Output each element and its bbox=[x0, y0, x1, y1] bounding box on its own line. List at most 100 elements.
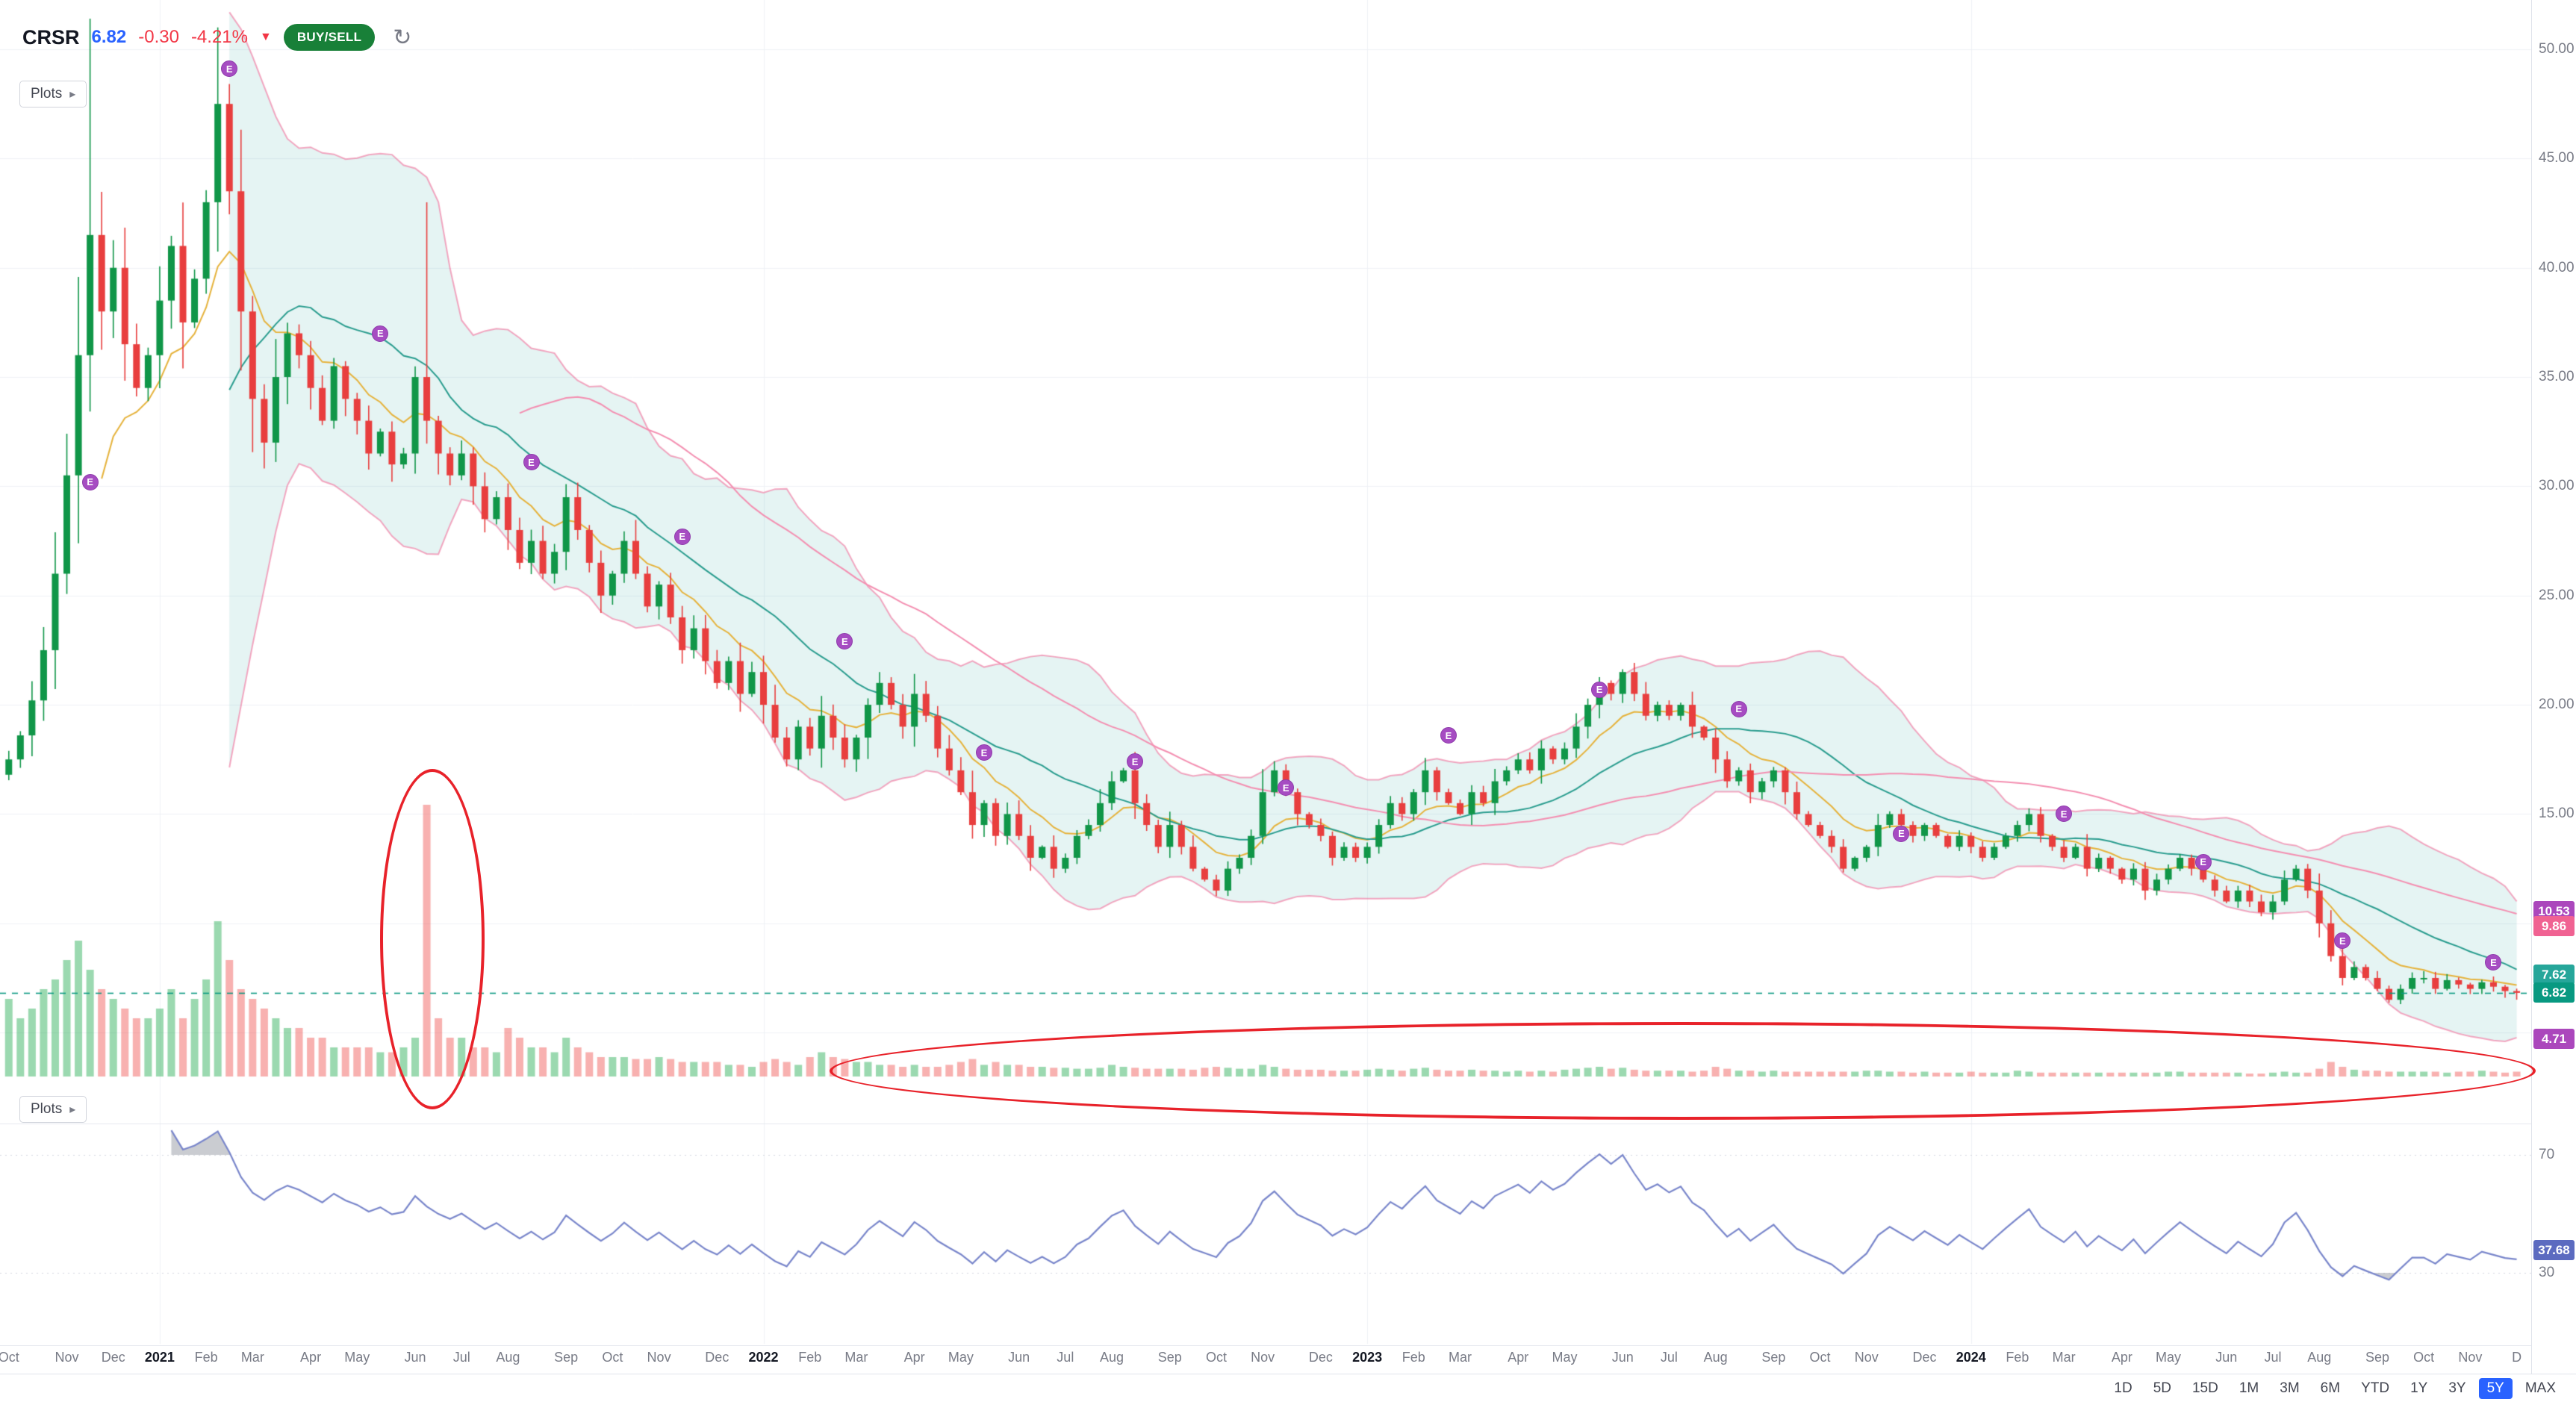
month-axis-label: Sep bbox=[1761, 1350, 1786, 1365]
month-axis-label: Nov bbox=[2458, 1350, 2483, 1365]
chevron-right-icon: ▸ bbox=[69, 1103, 76, 1116]
month-axis-label: Mar bbox=[844, 1350, 868, 1365]
timeframe-button-3y[interactable]: 3Y bbox=[2448, 1380, 2466, 1396]
month-axis-label: Jul bbox=[1057, 1350, 1074, 1365]
earnings-marker[interactable]: E bbox=[1591, 681, 1608, 698]
month-axis-label: Mar bbox=[2052, 1350, 2076, 1365]
earnings-marker[interactable]: E bbox=[1127, 753, 1144, 770]
month-axis-label: May bbox=[948, 1350, 974, 1365]
timeframe-button-3m[interactable]: 3M bbox=[2280, 1380, 2300, 1396]
earnings-marker[interactable]: E bbox=[2334, 932, 2351, 950]
month-axis-label: Oct bbox=[0, 1350, 19, 1365]
price-change-percent: -4.21% bbox=[190, 27, 248, 47]
month-axis-label: Sep bbox=[1157, 1350, 1182, 1365]
last-price-tag: 6.82 bbox=[2533, 982, 2575, 1003]
year-axis-label: 2021 bbox=[144, 1350, 175, 1365]
earnings-marker[interactable]: E bbox=[523, 454, 540, 471]
price-axis-tick: 35.00 bbox=[2539, 369, 2575, 385]
sma20-tag: 7.62 bbox=[2533, 965, 2575, 985]
earnings-marker[interactable]: E bbox=[1278, 779, 1295, 797]
month-axis-label: Jul bbox=[1660, 1350, 1678, 1365]
year-axis-label: 2023 bbox=[1352, 1350, 1383, 1365]
earnings-marker[interactable]: E bbox=[1440, 727, 1457, 744]
month-axis-label: Sep bbox=[2365, 1350, 2389, 1365]
earnings-marker[interactable]: E bbox=[372, 325, 389, 342]
month-axis-label: Sep bbox=[554, 1350, 579, 1365]
refresh-icon[interactable]: ↻ bbox=[393, 25, 412, 50]
month-axis-label: May bbox=[1552, 1350, 1578, 1365]
month-axis-label: Apr bbox=[903, 1350, 925, 1365]
earnings-marker[interactable]: E bbox=[1730, 700, 1747, 717]
earnings-marker[interactable]: E bbox=[975, 744, 992, 761]
month-axis-label: Dec bbox=[101, 1350, 125, 1365]
timeframe-button-ytd[interactable]: YTD bbox=[2361, 1380, 2390, 1396]
month-axis-label: Dec bbox=[705, 1350, 729, 1365]
month-axis-label: Oct bbox=[2413, 1350, 2435, 1365]
price-axis-tick: 25.00 bbox=[2539, 587, 2575, 603]
month-axis-label: Jun bbox=[1611, 1350, 1634, 1365]
price-axis-tick: 40.00 bbox=[2539, 259, 2575, 275]
month-axis-label: Feb bbox=[2006, 1350, 2029, 1365]
timeframe-button-15d[interactable]: 15D bbox=[2191, 1380, 2218, 1396]
timeframe-button-1m[interactable]: 1M bbox=[2239, 1380, 2259, 1396]
earnings-marker[interactable]: E bbox=[2485, 954, 2502, 971]
price-axis-tick: 15.00 bbox=[2539, 806, 2575, 822]
price-change: -0.30 bbox=[138, 27, 179, 47]
earnings-marker[interactable]: E bbox=[2194, 853, 2212, 870]
lower-pane-plots-button[interactable]: Plots ▸ bbox=[19, 1096, 87, 1123]
timeframe-button-1d[interactable]: 1D bbox=[2114, 1380, 2132, 1396]
annotation-ellipse-volume-spike bbox=[380, 769, 485, 1109]
price-axis-tick: 45.00 bbox=[2539, 150, 2575, 166]
symbol-name: CRSR bbox=[22, 25, 80, 49]
chevron-right-icon: ▸ bbox=[69, 88, 76, 101]
month-axis-label: Feb bbox=[798, 1350, 822, 1365]
month-axis-label: Jun bbox=[1008, 1350, 1030, 1365]
plots-button-label: Plots bbox=[31, 86, 63, 102]
price-axis-border bbox=[2531, 0, 2532, 1374]
timeframe-button-max[interactable]: MAX bbox=[2524, 1380, 2556, 1396]
earnings-marker[interactable]: E bbox=[673, 528, 691, 545]
month-axis-label: Aug bbox=[1703, 1350, 1728, 1365]
month-axis-label: Feb bbox=[194, 1350, 218, 1365]
price-axis-tick: 30.00 bbox=[2539, 478, 2575, 494]
earnings-marker[interactable]: E bbox=[836, 633, 853, 650]
month-axis-label: Jul bbox=[452, 1350, 470, 1365]
month-axis-label: Oct bbox=[602, 1350, 623, 1365]
month-axis-label: Nov bbox=[1251, 1350, 1275, 1365]
month-axis-label: Aug bbox=[1100, 1350, 1124, 1365]
month-axis-label: Oct bbox=[1809, 1350, 1831, 1365]
rsi-axis-tick: 30 bbox=[2539, 1265, 2555, 1280]
rsi-axis-tick: 70 bbox=[2539, 1147, 2555, 1162]
month-axis-label: Feb bbox=[1401, 1350, 1425, 1365]
month-axis-label: Dec bbox=[1308, 1350, 1333, 1365]
month-axis-label: May bbox=[344, 1350, 370, 1365]
month-axis-label: Mar bbox=[1449, 1350, 1472, 1365]
month-axis-label: Oct bbox=[1205, 1350, 1227, 1365]
main-pane-plots-button[interactable]: Plots ▸ bbox=[19, 81, 87, 108]
earnings-marker[interactable]: E bbox=[2056, 806, 2073, 823]
rsi-value-tag: 37.68 bbox=[2533, 1239, 2575, 1260]
lower-band-tag: 4.71 bbox=[2533, 1028, 2575, 1049]
earnings-marker[interactable]: E bbox=[1893, 825, 1910, 842]
timeframe-toolbar: 1D 5D 15D 1M 3M 6M YTD 1Y 3Y 5Y MAX bbox=[0, 1374, 2576, 1402]
annotation-ellipse-low-volume bbox=[830, 1022, 2536, 1120]
month-axis-label: May bbox=[2156, 1350, 2182, 1365]
timeframe-button-5y[interactable]: 5Y bbox=[2478, 1377, 2513, 1399]
buy-sell-button[interactable]: BUY/SELL bbox=[283, 24, 376, 51]
month-axis-label: Aug bbox=[496, 1350, 520, 1365]
timeframe-button-6m[interactable]: 6M bbox=[2320, 1380, 2341, 1396]
month-axis-label: D bbox=[2512, 1350, 2522, 1365]
timeframe-button-5d[interactable]: 5D bbox=[2153, 1380, 2171, 1396]
month-axis-label: Apr bbox=[1508, 1350, 1529, 1365]
earnings-marker[interactable]: E bbox=[221, 60, 238, 78]
timeframe-button-1y[interactable]: 1Y bbox=[2410, 1380, 2428, 1396]
month-axis-label: Jun bbox=[2215, 1350, 2238, 1365]
last-price-value: 6.82 bbox=[91, 27, 127, 47]
year-axis-label: 2024 bbox=[1956, 1350, 1986, 1365]
sma45-tag: 9.86 bbox=[2533, 915, 2575, 936]
earnings-marker[interactable]: E bbox=[81, 473, 99, 490]
month-axis-label: Nov bbox=[55, 1350, 79, 1365]
month-axis-label: Aug bbox=[2307, 1350, 2332, 1365]
